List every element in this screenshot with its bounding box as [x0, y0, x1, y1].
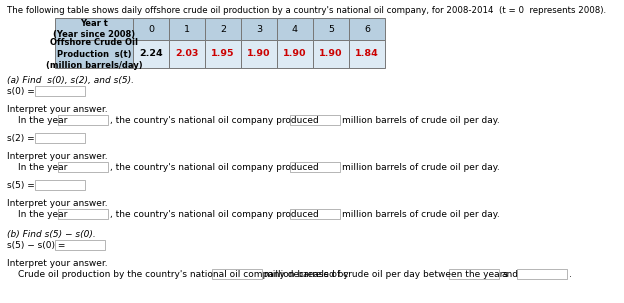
- Bar: [241, 40, 277, 68]
- Bar: [55, 18, 133, 40]
- Text: s(2) =: s(2) =: [7, 134, 34, 143]
- Text: Interpret your answer.: Interpret your answer.: [7, 105, 107, 114]
- Text: 2: 2: [220, 25, 226, 34]
- Text: million barrels of crude oil per day.: million barrels of crude oil per day.: [342, 210, 500, 219]
- Bar: [35, 180, 85, 190]
- Bar: [349, 18, 385, 40]
- Text: million barrels of crude oil per day.: million barrels of crude oil per day.: [342, 163, 500, 172]
- Text: million barrels of crude oil per day between the years: million barrels of crude oil per day bet…: [264, 270, 508, 279]
- Text: 1.95: 1.95: [212, 49, 235, 58]
- Bar: [290, 209, 340, 219]
- Text: s(0) =: s(0) =: [7, 87, 35, 96]
- Bar: [241, 18, 277, 40]
- Text: Interpret your answer.: Interpret your answer.: [7, 152, 107, 161]
- Text: million barrels of crude oil per day.: million barrels of crude oil per day.: [342, 116, 500, 125]
- Bar: [35, 86, 85, 96]
- Text: , the country's national oil company produced: , the country's national oil company pro…: [110, 210, 319, 219]
- Text: (a) Find  s(0), s(2), and s(5).: (a) Find s(0), s(2), and s(5).: [7, 76, 134, 85]
- Bar: [55, 40, 133, 68]
- Text: The following table shows daily offshore crude oil production by a country's nat: The following table shows daily offshore…: [7, 6, 606, 15]
- Bar: [277, 18, 313, 40]
- Text: 1.90: 1.90: [247, 49, 271, 58]
- Bar: [58, 209, 108, 219]
- Text: 6: 6: [364, 25, 370, 34]
- Bar: [212, 269, 262, 279]
- Text: Crude oil production by the country's national oil company decreased by: Crude oil production by the country's na…: [18, 270, 349, 279]
- Text: , the country's national oil company produced: , the country's national oil company pro…: [110, 163, 319, 172]
- Text: In the year: In the year: [18, 163, 67, 172]
- Text: .: .: [569, 270, 572, 279]
- Text: 1: 1: [184, 25, 190, 34]
- Bar: [133, 40, 169, 68]
- Bar: [133, 18, 169, 40]
- Bar: [35, 133, 85, 143]
- Text: In the year: In the year: [18, 210, 67, 219]
- Text: 0: 0: [148, 25, 154, 34]
- Text: 5: 5: [328, 25, 334, 34]
- Text: 1.84: 1.84: [355, 49, 379, 58]
- Text: Interpret your answer.: Interpret your answer.: [7, 259, 107, 268]
- Text: , the country's national oil company produced: , the country's national oil company pro…: [110, 116, 319, 125]
- Text: s(5) − s(0) =: s(5) − s(0) =: [7, 241, 66, 250]
- Bar: [349, 40, 385, 68]
- Text: 4: 4: [292, 25, 298, 34]
- Text: s(5) =: s(5) =: [7, 181, 35, 190]
- Text: Offshore Crude Oil
Production  s(t)
(million barrels/day): Offshore Crude Oil Production s(t) (mill…: [46, 38, 142, 70]
- Bar: [517, 269, 567, 279]
- Bar: [313, 40, 349, 68]
- Bar: [277, 40, 313, 68]
- Bar: [169, 18, 205, 40]
- Text: 3: 3: [256, 25, 262, 34]
- Text: In the year: In the year: [18, 116, 67, 125]
- Text: (b) Find s(5) − s(0).: (b) Find s(5) − s(0).: [7, 230, 95, 239]
- Bar: [58, 162, 108, 172]
- Bar: [290, 115, 340, 125]
- Bar: [205, 40, 241, 68]
- Bar: [449, 269, 499, 279]
- Text: 2.03: 2.03: [175, 49, 198, 58]
- Text: Interpret your answer.: Interpret your answer.: [7, 199, 107, 208]
- Bar: [58, 115, 108, 125]
- Text: and: and: [501, 270, 518, 279]
- Text: 2.24: 2.24: [139, 49, 163, 58]
- Bar: [169, 40, 205, 68]
- Text: 1.90: 1.90: [319, 49, 343, 58]
- Bar: [313, 18, 349, 40]
- Text: Year t
(Year since 2008): Year t (Year since 2008): [53, 18, 135, 39]
- Bar: [205, 18, 241, 40]
- Bar: [55, 240, 105, 250]
- Bar: [290, 162, 340, 172]
- Text: 1.90: 1.90: [283, 49, 307, 58]
